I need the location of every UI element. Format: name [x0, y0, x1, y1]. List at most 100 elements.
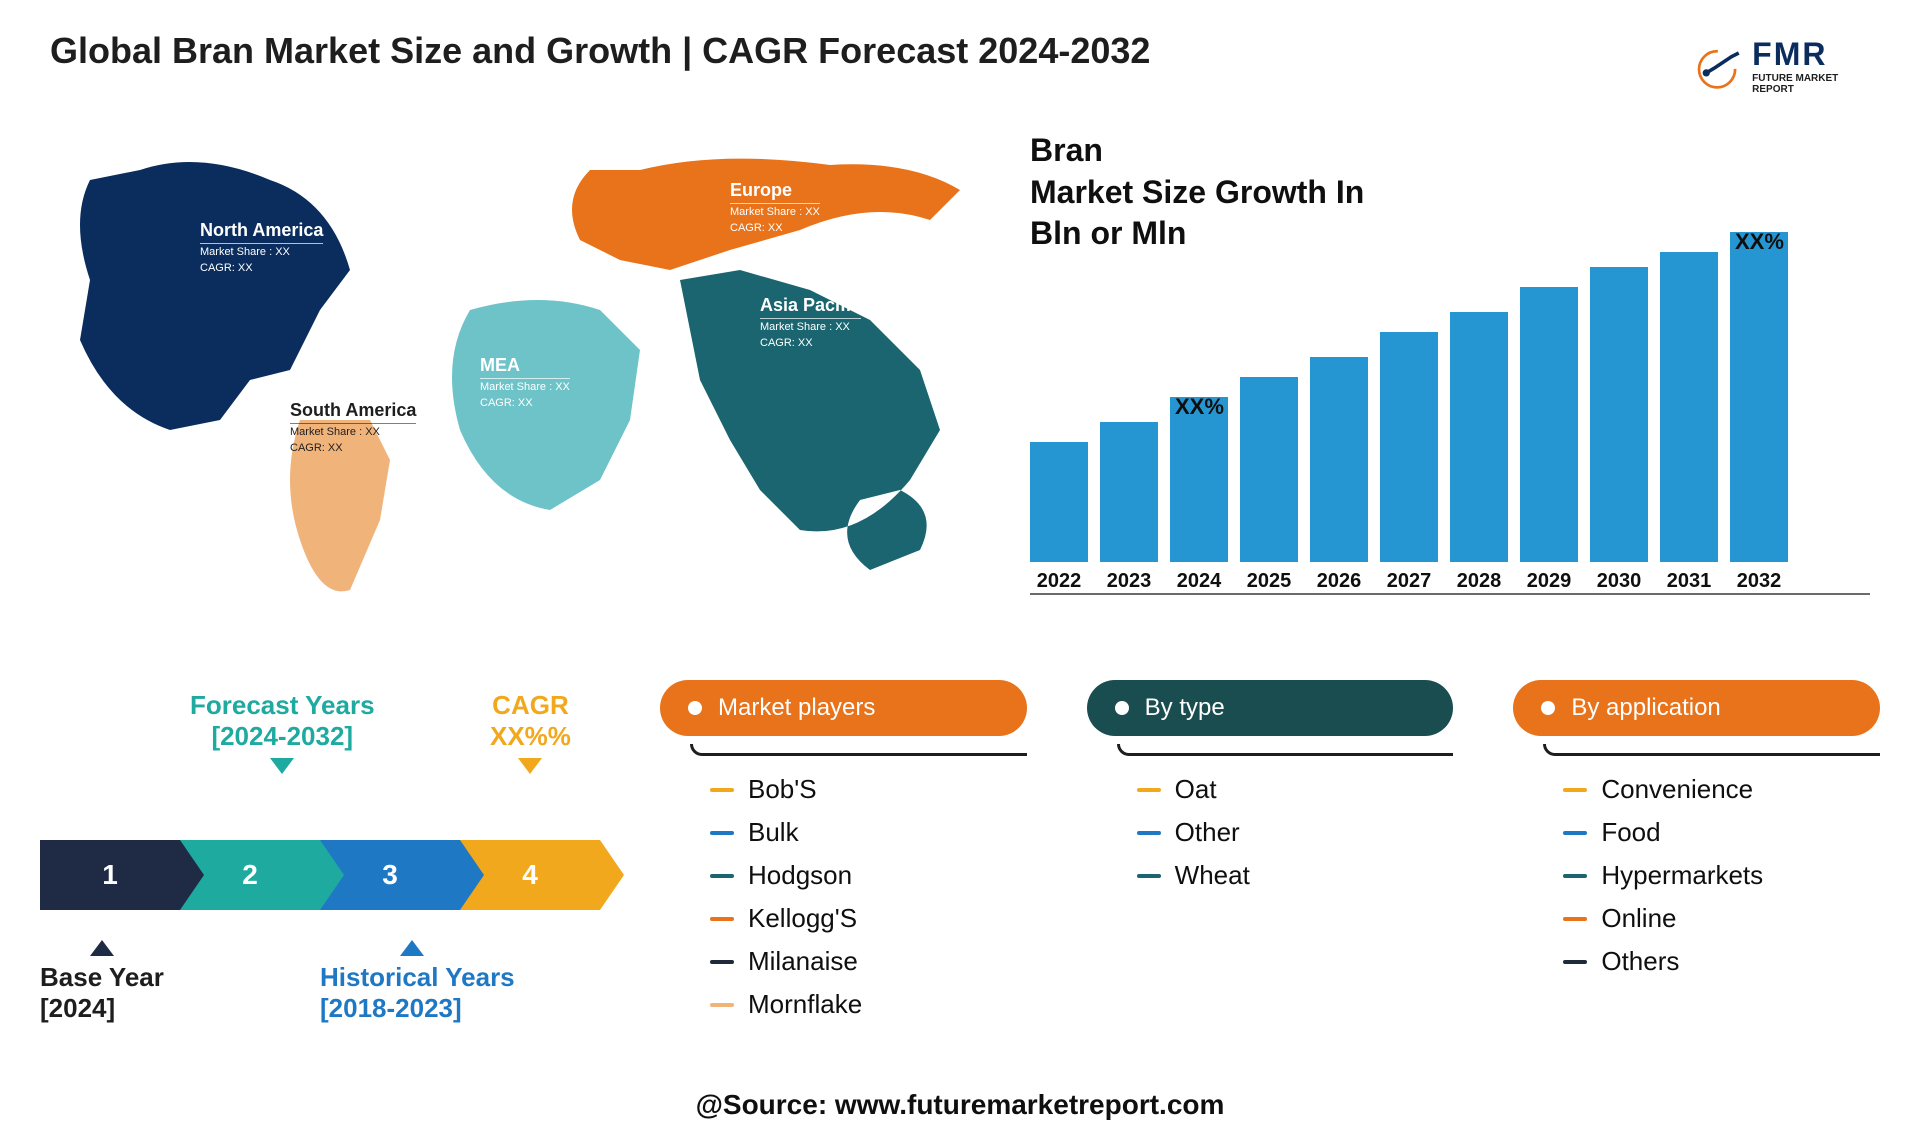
tick-icon	[710, 1003, 734, 1007]
list-item: Mornflake	[710, 983, 1027, 1026]
chart-title-l2: Market Size Growth In	[1030, 172, 1870, 214]
timeline-bar: 1234	[40, 840, 600, 910]
list-item-text: Bulk	[748, 817, 799, 848]
bar	[1660, 252, 1718, 562]
label-text: Historical Years	[320, 962, 515, 993]
arrow-down-icon	[270, 758, 294, 774]
list-item: Kellogg'S	[710, 897, 1027, 940]
bar-x-label: 2024	[1177, 570, 1222, 593]
region-share: Market Share : XX	[730, 203, 820, 218]
bullet-icon	[1541, 701, 1555, 715]
list-item: Food	[1563, 811, 1880, 854]
list-item-text: Food	[1601, 817, 1660, 848]
bullet-icon	[1115, 701, 1129, 715]
bar	[1520, 287, 1578, 562]
timeline-infographic: Forecast Years [2024-2032] CAGR XX%% 123…	[40, 680, 625, 1040]
tick-icon	[710, 874, 734, 878]
list-column: By typeOatOtherWheat	[1087, 680, 1454, 1026]
bar	[1240, 377, 1298, 562]
list-column: By applicationConvenienceFoodHypermarket…	[1513, 680, 1880, 1026]
list-items: Oat Other Wheat	[1137, 768, 1454, 897]
logo: FMR FUTURE MARKET REPORT	[1690, 30, 1870, 100]
bar-wrap: 2025	[1240, 377, 1298, 593]
bar	[1100, 422, 1158, 562]
tick-icon	[1137, 874, 1161, 878]
bar-x-label: 2025	[1247, 570, 1292, 593]
region-cagr: CAGR: XX	[290, 440, 416, 454]
label-text: Base Year	[40, 962, 164, 993]
list-item: Oat	[1137, 768, 1454, 811]
logo-main: FMR	[1752, 36, 1870, 73]
list-item-text: Bob'S	[748, 774, 817, 805]
tick-icon	[1137, 831, 1161, 835]
bar	[1310, 357, 1368, 562]
bar-wrap: 2029	[1520, 287, 1578, 593]
bar	[1730, 232, 1788, 562]
bar-annotation: XX%	[1175, 394, 1224, 420]
region-name: Asia Pacific	[760, 295, 861, 316]
arrow-down-icon	[518, 758, 542, 774]
bar	[1590, 267, 1648, 562]
cagr-label: CAGR XX%%	[490, 690, 571, 774]
region-south-america: South America Market Share : XX CAGR: XX	[290, 400, 416, 454]
region-share: Market Share : XX	[760, 318, 861, 333]
bar-x-label: 2028	[1457, 570, 1502, 593]
bar	[1030, 442, 1088, 562]
bar-wrap: 2022	[1030, 442, 1088, 593]
list-item-text: Wheat	[1175, 860, 1250, 891]
region-share: Market Share : XX	[290, 423, 416, 438]
list-rule	[1117, 744, 1454, 756]
list-column: Market playersBob'SBulkHodgsonKellogg'SM…	[660, 680, 1027, 1026]
logo-text: FMR FUTURE MARKET REPORT	[1752, 36, 1870, 95]
list-item: Others	[1563, 940, 1880, 983]
list-title: By application	[1571, 694, 1720, 722]
tick-icon	[710, 831, 734, 835]
list-title: Market players	[718, 694, 875, 722]
label-text: [2018-2023]	[320, 993, 515, 1024]
bar-x-label: 2032	[1737, 570, 1782, 593]
bar	[1170, 397, 1228, 562]
tick-icon	[1137, 788, 1161, 792]
segmentation-lists: Market playersBob'SBulkHodgsonKellogg'SM…	[660, 680, 1880, 1026]
region-mea: MEA Market Share : XX CAGR: XX	[480, 355, 570, 409]
label-text: [2024]	[40, 993, 164, 1024]
page-title: Global Bran Market Size and Growth | CAG…	[50, 30, 1150, 72]
region-name: MEA	[480, 355, 570, 376]
bar	[1380, 332, 1438, 562]
world-map: North America Market Share : XX CAGR: XX…	[40, 140, 1000, 610]
list-item-text: Online	[1601, 903, 1676, 934]
label-text: Forecast Years	[190, 690, 375, 721]
label-text: CAGR	[490, 690, 571, 721]
list-rule	[1543, 744, 1880, 756]
tick-icon	[710, 960, 734, 964]
region-asia-pacific: Asia Pacific Market Share : XX CAGR: XX	[760, 295, 861, 349]
bar-x-label: 2031	[1667, 570, 1712, 593]
list-item: Other	[1137, 811, 1454, 854]
tick-icon	[1563, 917, 1587, 921]
list-header: By application	[1513, 680, 1880, 736]
fmr-logo-icon	[1690, 35, 1744, 95]
label-text: XX%%	[490, 721, 571, 752]
list-item-text: Hypermarkets	[1601, 860, 1763, 891]
header: Global Bran Market Size and Growth | CAG…	[50, 30, 1870, 100]
list-item-text: Oat	[1175, 774, 1217, 805]
tick-icon	[1563, 874, 1587, 878]
list-item: Wheat	[1137, 854, 1454, 897]
timeline-segment: 1	[40, 840, 180, 910]
list-item-text: Kellogg'S	[748, 903, 857, 934]
bar-x-label: 2027	[1387, 570, 1432, 593]
list-item-text: Mornflake	[748, 989, 862, 1020]
bar-x-label: 2030	[1597, 570, 1642, 593]
tick-icon	[710, 788, 734, 792]
bar-wrap: 2030	[1590, 267, 1648, 593]
tick-icon	[710, 917, 734, 921]
list-header: Market players	[660, 680, 1027, 736]
forecast-label: Forecast Years [2024-2032]	[190, 690, 375, 774]
region-share: Market Share : XX	[200, 243, 323, 258]
list-rule	[690, 744, 1027, 756]
bar-x-label: 2023	[1107, 570, 1152, 593]
tick-icon	[1563, 831, 1587, 835]
bar-wrap: 2031	[1660, 252, 1718, 593]
list-item: Online	[1563, 897, 1880, 940]
region-cagr: CAGR: XX	[480, 395, 570, 409]
